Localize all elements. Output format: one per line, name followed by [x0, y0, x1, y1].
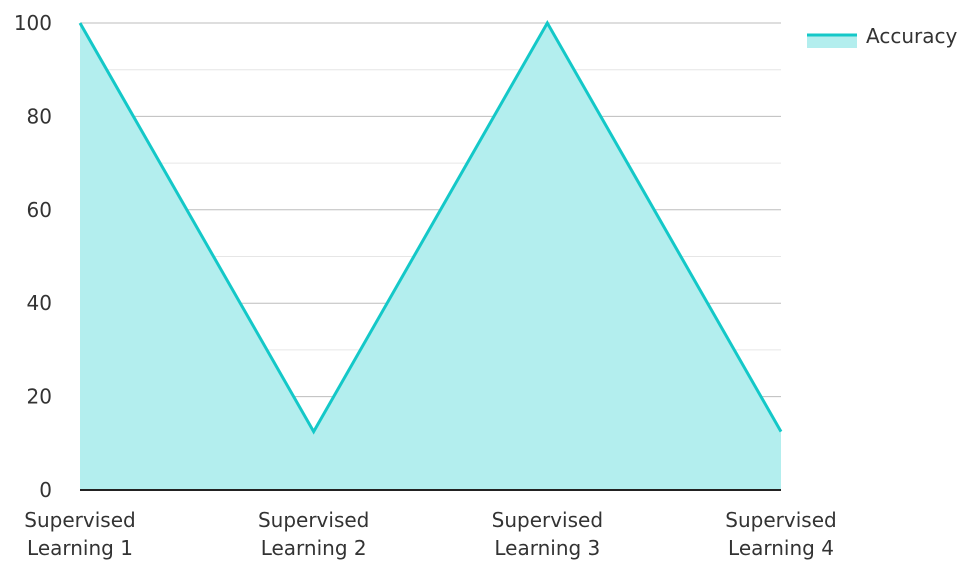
y-tick-label: 60 [27, 198, 52, 222]
legend: Accuracy [807, 24, 957, 48]
y-tick-label: 20 [27, 385, 52, 409]
y-tick-label: 0 [39, 478, 52, 502]
x-tick-label: Supervised Learning 2 [258, 508, 369, 560]
x-tick-label: Supervised Learning 1 [24, 508, 135, 560]
accuracy-line [78, 19, 783, 435]
y-tick-label: 80 [27, 104, 52, 128]
plot-area [78, 19, 783, 490]
y-tick-label: 100 [14, 11, 52, 35]
accuracy-area [80, 23, 781, 490]
legend-swatch-fill [807, 35, 857, 48]
legend-label: Accuracy [866, 24, 957, 48]
x-tick-label: Supervised Learning 3 [492, 508, 603, 560]
x-tick-label: Supervised Learning 4 [725, 508, 836, 560]
y-tick-label: 40 [27, 291, 52, 315]
axes: 0 20 40 60 80 100 Supervised Learning 1 Supervis… [14, 11, 837, 560]
